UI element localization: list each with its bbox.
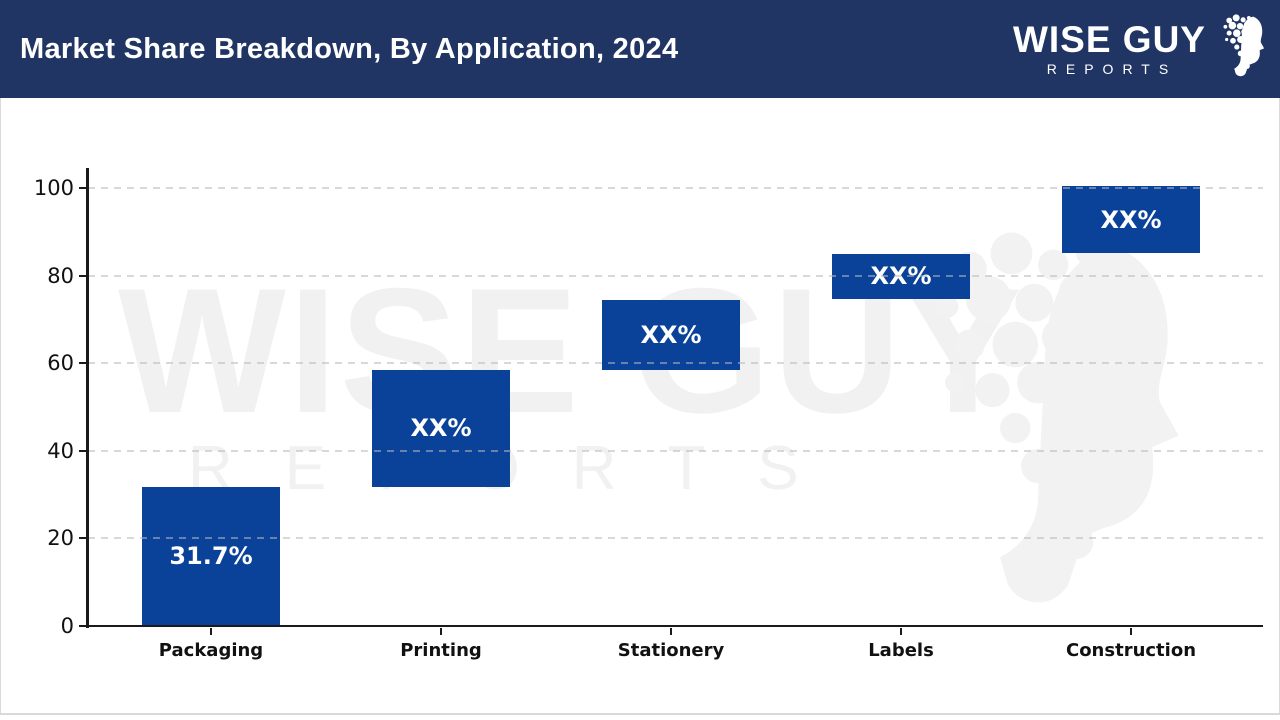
y-tick-mark: [79, 624, 87, 627]
page-title: Market Share Breakdown, By Application, …: [20, 32, 679, 65]
y-tick-label: 60: [47, 351, 74, 375]
y-tick-mark: [79, 362, 87, 364]
gridline-60: [88, 362, 1263, 364]
y-tick-mark: [79, 187, 87, 189]
x-tick-label-stationery: Stationery: [617, 640, 725, 661]
logo-text: WISE GUY REPORTS: [1013, 21, 1206, 77]
x-tick-mark: [670, 628, 672, 635]
gridline-40: [88, 449, 1263, 452]
header: Market Share Breakdown, By Application, …: [0, 0, 1280, 98]
logo-wordmark: WISE GUY: [1012, 19, 1206, 60]
bar-value-label: XX%: [640, 321, 702, 350]
y-axis: [86, 168, 89, 628]
y-tick-mark: [79, 449, 87, 452]
logo-face-icon: [1223, 14, 1265, 77]
watermark-subtext: REPORTS: [188, 434, 851, 503]
x-tick-label-labels: Labels: [868, 640, 934, 661]
x-axis: [86, 624, 1263, 627]
y-tick-label: 20: [47, 526, 74, 550]
x-tick-mark: [1130, 628, 1132, 635]
gridline-80: [88, 274, 1263, 277]
y-tick-label: 100: [33, 176, 74, 200]
gridline-20: [88, 537, 1263, 539]
x-tick-mark: [210, 628, 212, 635]
y-tick-label: 0: [60, 613, 74, 638]
bar-value-label: XX%: [410, 414, 472, 443]
x-tick-label-printing: Printing: [400, 640, 482, 661]
x-tick-mark: [900, 628, 902, 635]
bar-stationery: XX%: [602, 300, 740, 370]
y-tick-mark: [79, 274, 87, 277]
x-tick-label-construction: Construction: [1065, 640, 1197, 661]
bar-packaging: 31.7%: [142, 486, 280, 626]
x-tick-label-packaging: Packaging: [158, 640, 264, 661]
logo-subtext: REPORTS: [1046, 61, 1178, 77]
bar-value-label: 31.7%: [169, 542, 253, 571]
y-tick-label: 80: [47, 263, 74, 288]
bar-printing: XX%: [372, 370, 510, 487]
wise-guy-logo: WISE GUY REPORTS: [1013, 9, 1266, 89]
x-tick-mark: [440, 628, 442, 635]
bar-value-label: XX%: [1100, 205, 1162, 234]
gridline-100: [88, 187, 1263, 189]
y-tick-label: 40: [47, 438, 74, 463]
bar-construction: XX%: [1062, 186, 1200, 254]
y-tick-mark: [79, 537, 87, 539]
